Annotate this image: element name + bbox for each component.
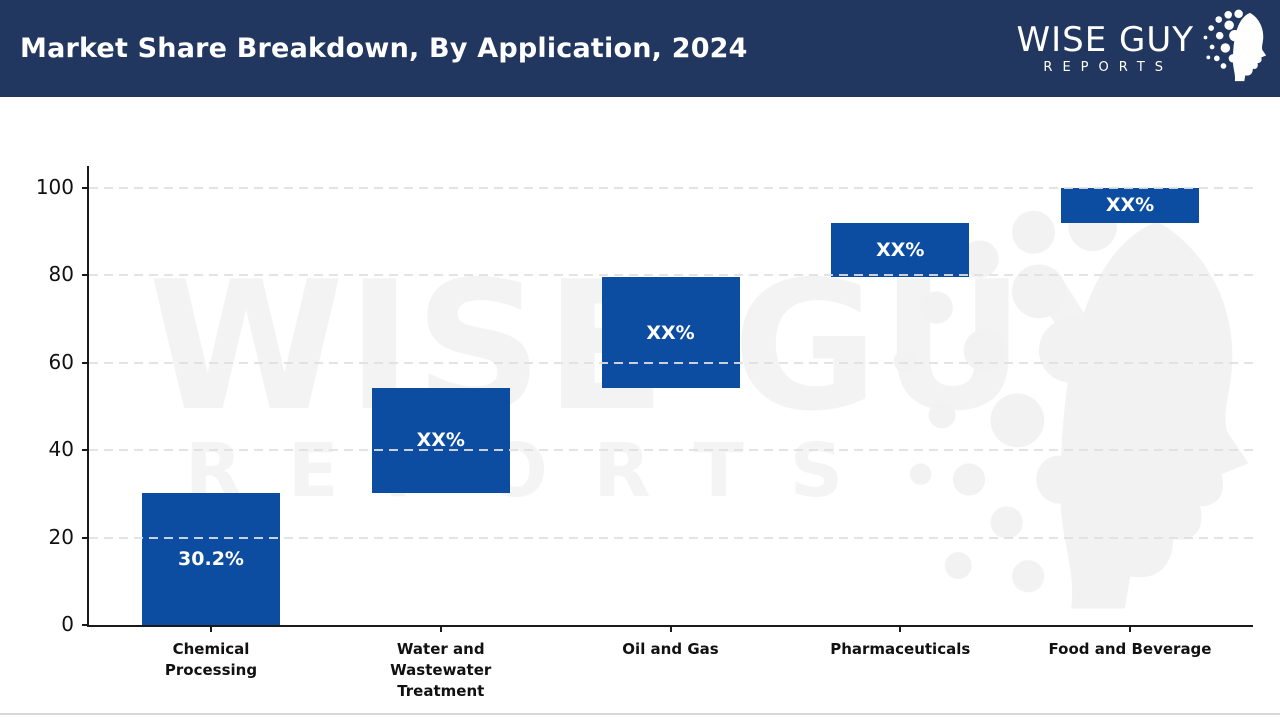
brand-logo-text: WISE GUY REPORTS — [1016, 23, 1194, 75]
bar-value-label: XX% — [876, 239, 925, 262]
x-tick-label-pharmaceuticals: Pharmaceuticals — [830, 640, 971, 658]
y-tick-100 — [82, 186, 89, 189]
y-tick-0 — [82, 624, 89, 626]
x-tick-pharmaceuticals — [899, 625, 902, 632]
y-tick-label-20: 20 — [48, 524, 74, 549]
gridline-60 — [89, 361, 1253, 364]
y-tick-40 — [82, 449, 89, 451]
x-axis-line — [87, 625, 1253, 627]
bar-value-label: XX% — [646, 321, 695, 344]
x-tick-chemical-processing — [210, 625, 212, 632]
y-tick-label-0: 0 — [61, 612, 74, 636]
x-tick-oil-and-gas — [669, 625, 672, 632]
brand-head-icon — [1196, 8, 1268, 90]
gridline-20 — [89, 536, 1253, 539]
bar-chemical-processing: 30.2% — [142, 492, 280, 625]
gridline-80 — [89, 274, 1253, 276]
bar-value-label: XX% — [416, 429, 465, 452]
brand-subname: REPORTS — [1043, 59, 1174, 75]
brand-name: WISE GUY — [1016, 19, 1194, 60]
y-tick-20 — [82, 536, 89, 539]
gridline-40 — [89, 449, 1253, 451]
y-axis-line — [87, 166, 89, 627]
y-tick-label-100: 100 — [35, 174, 74, 199]
watermark-brand-subtext: REPORTS — [185, 428, 890, 514]
x-tick-label-oil-and-gas: Oil and Gas — [622, 640, 719, 658]
y-tick-60 — [82, 361, 89, 364]
x-tick-label-food-and-beverage: Food and Beverage — [1048, 640, 1212, 658]
brand-logo: WISE GUY REPORTS — [1016, 8, 1280, 90]
x-tick-food-and-beverage — [1129, 625, 1131, 632]
bottom-divider — [0, 713, 1280, 715]
bar-oil-and-gas: XX% — [601, 277, 740, 388]
gridline-100 — [89, 186, 1253, 189]
y-tick-label-80: 80 — [48, 262, 74, 286]
bar-value-label: XX% — [1105, 194, 1155, 217]
header-bar: Market Share Breakdown, By Application, … — [0, 0, 1280, 97]
bar-pharmaceuticals: XX% — [831, 222, 970, 278]
y-tick-label-60: 60 — [48, 349, 74, 374]
bar-food-and-beverage: XX% — [1061, 187, 1199, 223]
bar-value-label: 30.2% — [178, 547, 244, 570]
x-tick-water-and-wastewater-treatment — [439, 625, 442, 632]
bar-water-and-wastewater-treatment: XX% — [371, 387, 510, 493]
x-tick-label-water-and-wastewater-treatment: Water and Wastewater Treatment — [390, 640, 492, 700]
page-title: Market Share Breakdown, By Application, … — [20, 33, 748, 64]
y-tick-label-40: 40 — [48, 437, 74, 461]
x-tick-label-chemical-processing: Chemical Processing — [164, 640, 258, 679]
y-tick-80 — [82, 274, 89, 276]
watermark-head-icon — [845, 200, 1265, 634]
